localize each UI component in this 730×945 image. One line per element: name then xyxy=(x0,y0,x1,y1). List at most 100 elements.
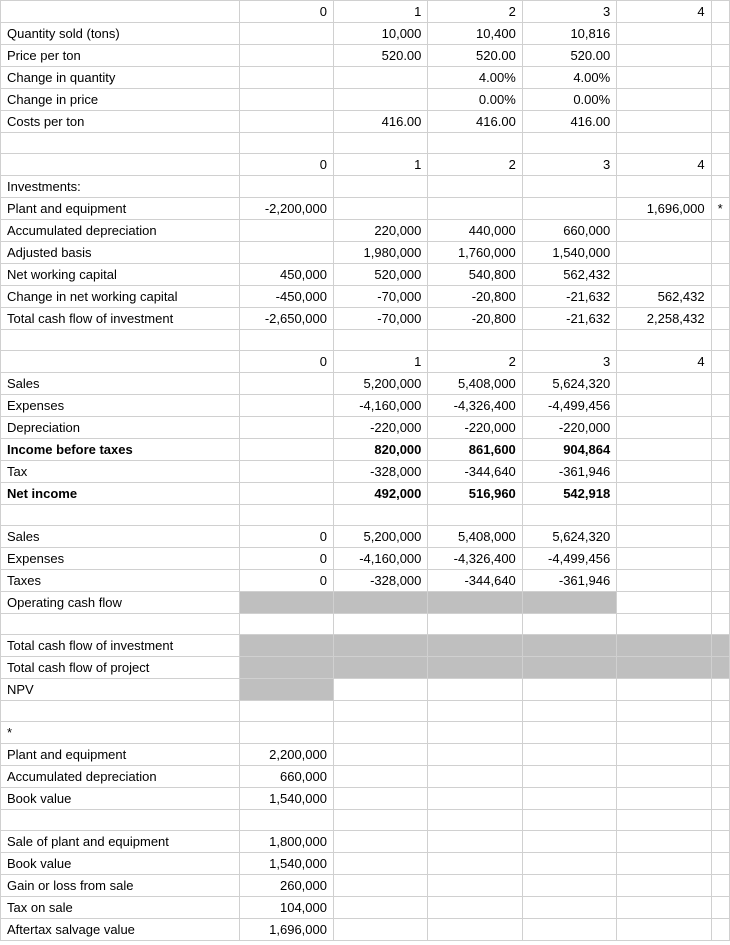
cell-value xyxy=(617,788,711,810)
cell-value xyxy=(711,395,729,417)
cell-value xyxy=(239,111,333,133)
cell-value: 5,624,320 xyxy=(522,526,616,548)
cell-value xyxy=(522,919,616,941)
cell-value: 2 xyxy=(428,154,522,176)
cell-value: 1 xyxy=(333,1,427,23)
cell-value xyxy=(617,919,711,941)
row-label xyxy=(1,133,240,154)
cell-value: -70,000 xyxy=(333,308,427,330)
cell-value xyxy=(711,330,729,351)
cell-value xyxy=(711,439,729,461)
cell-value xyxy=(617,23,711,45)
row-label: Operating cash flow xyxy=(1,592,240,614)
cell-value xyxy=(239,242,333,264)
cell-value: 542,918 xyxy=(522,483,616,505)
table-row: Tax on sale104,000 xyxy=(1,897,730,919)
cell-value xyxy=(617,526,711,548)
table-row: Sales05,200,0005,408,0005,624,320 xyxy=(1,526,730,548)
cell-value xyxy=(617,133,711,154)
cell-value xyxy=(711,1,729,23)
table-row: Total cash flow of investment-2,650,000-… xyxy=(1,308,730,330)
cell-value xyxy=(428,722,522,744)
cell-value: -220,000 xyxy=(522,417,616,439)
cell-value: 520.00 xyxy=(522,45,616,67)
cell-value xyxy=(239,417,333,439)
cell-value xyxy=(617,831,711,853)
cell-value xyxy=(617,897,711,919)
cell-value xyxy=(617,657,711,679)
cell-value xyxy=(711,483,729,505)
cell-value xyxy=(711,45,729,67)
cell-value xyxy=(333,635,427,657)
cell-value: 0 xyxy=(239,570,333,592)
row-label: Change in quantity xyxy=(1,67,240,89)
cell-value xyxy=(428,657,522,679)
cell-value xyxy=(617,461,711,483)
cell-value xyxy=(522,897,616,919)
cell-value xyxy=(239,592,333,614)
table-row: Book value1,540,000 xyxy=(1,853,730,875)
cell-value xyxy=(617,439,711,461)
cell-value: 660,000 xyxy=(239,766,333,788)
cell-value: 3 xyxy=(522,351,616,373)
row-label: Income before taxes xyxy=(1,439,240,461)
table-row: Depreciation-220,000-220,000-220,000 xyxy=(1,417,730,439)
cell-value xyxy=(333,701,427,722)
cell-value xyxy=(333,592,427,614)
cell-value: 3 xyxy=(522,154,616,176)
cell-value xyxy=(617,875,711,897)
cell-value: 4.00% xyxy=(428,67,522,89)
cell-value xyxy=(333,67,427,89)
cell-value xyxy=(522,657,616,679)
cell-value xyxy=(711,133,729,154)
row-label: Investments: xyxy=(1,176,240,198)
cell-value: 416.00 xyxy=(333,111,427,133)
cell-value xyxy=(711,919,729,941)
cell-value xyxy=(617,242,711,264)
cell-value xyxy=(522,810,616,831)
cell-value xyxy=(239,45,333,67)
cell-value: 904,864 xyxy=(522,439,616,461)
cell-value: 0 xyxy=(239,154,333,176)
cell-value xyxy=(617,67,711,89)
cell-value xyxy=(711,592,729,614)
cell-value xyxy=(522,722,616,744)
cell-value xyxy=(333,505,427,526)
cell-value xyxy=(617,853,711,875)
cell-value xyxy=(617,220,711,242)
cell-value xyxy=(711,351,729,373)
cell-value: 2,258,432 xyxy=(617,308,711,330)
table-row xyxy=(1,614,730,635)
cell-value xyxy=(239,505,333,526)
cell-value xyxy=(522,831,616,853)
row-label: Total cash flow of investment xyxy=(1,308,240,330)
cell-value: 540,800 xyxy=(428,264,522,286)
table-row: Change in quantity4.00%4.00% xyxy=(1,67,730,89)
row-label xyxy=(1,701,240,722)
cell-value xyxy=(617,264,711,286)
row-label: Plant and equipment xyxy=(1,198,240,220)
table-row: Expenses-4,160,000-4,326,400-4,499,456 xyxy=(1,395,730,417)
cell-value xyxy=(239,439,333,461)
row-label xyxy=(1,351,240,373)
cell-value xyxy=(239,483,333,505)
cell-value: 520.00 xyxy=(428,45,522,67)
table-row: Expenses0-4,160,000-4,326,400-4,499,456 xyxy=(1,548,730,570)
row-label: Total cash flow of investment xyxy=(1,635,240,657)
cell-value xyxy=(711,810,729,831)
cell-value xyxy=(428,614,522,635)
cell-value xyxy=(428,919,522,941)
cell-value xyxy=(239,23,333,45)
table-row: Accumulated depreciation660,000 xyxy=(1,766,730,788)
cell-value xyxy=(522,330,616,351)
cell-value xyxy=(522,766,616,788)
cell-value xyxy=(428,505,522,526)
cell-value: 1 xyxy=(333,351,427,373)
row-label: Adjusted basis xyxy=(1,242,240,264)
table-row xyxy=(1,810,730,831)
cell-value: -70,000 xyxy=(333,286,427,308)
row-label: Total cash flow of project xyxy=(1,657,240,679)
cell-value: 1,540,000 xyxy=(239,853,333,875)
cell-value: 10,400 xyxy=(428,23,522,45)
cell-value: -220,000 xyxy=(333,417,427,439)
